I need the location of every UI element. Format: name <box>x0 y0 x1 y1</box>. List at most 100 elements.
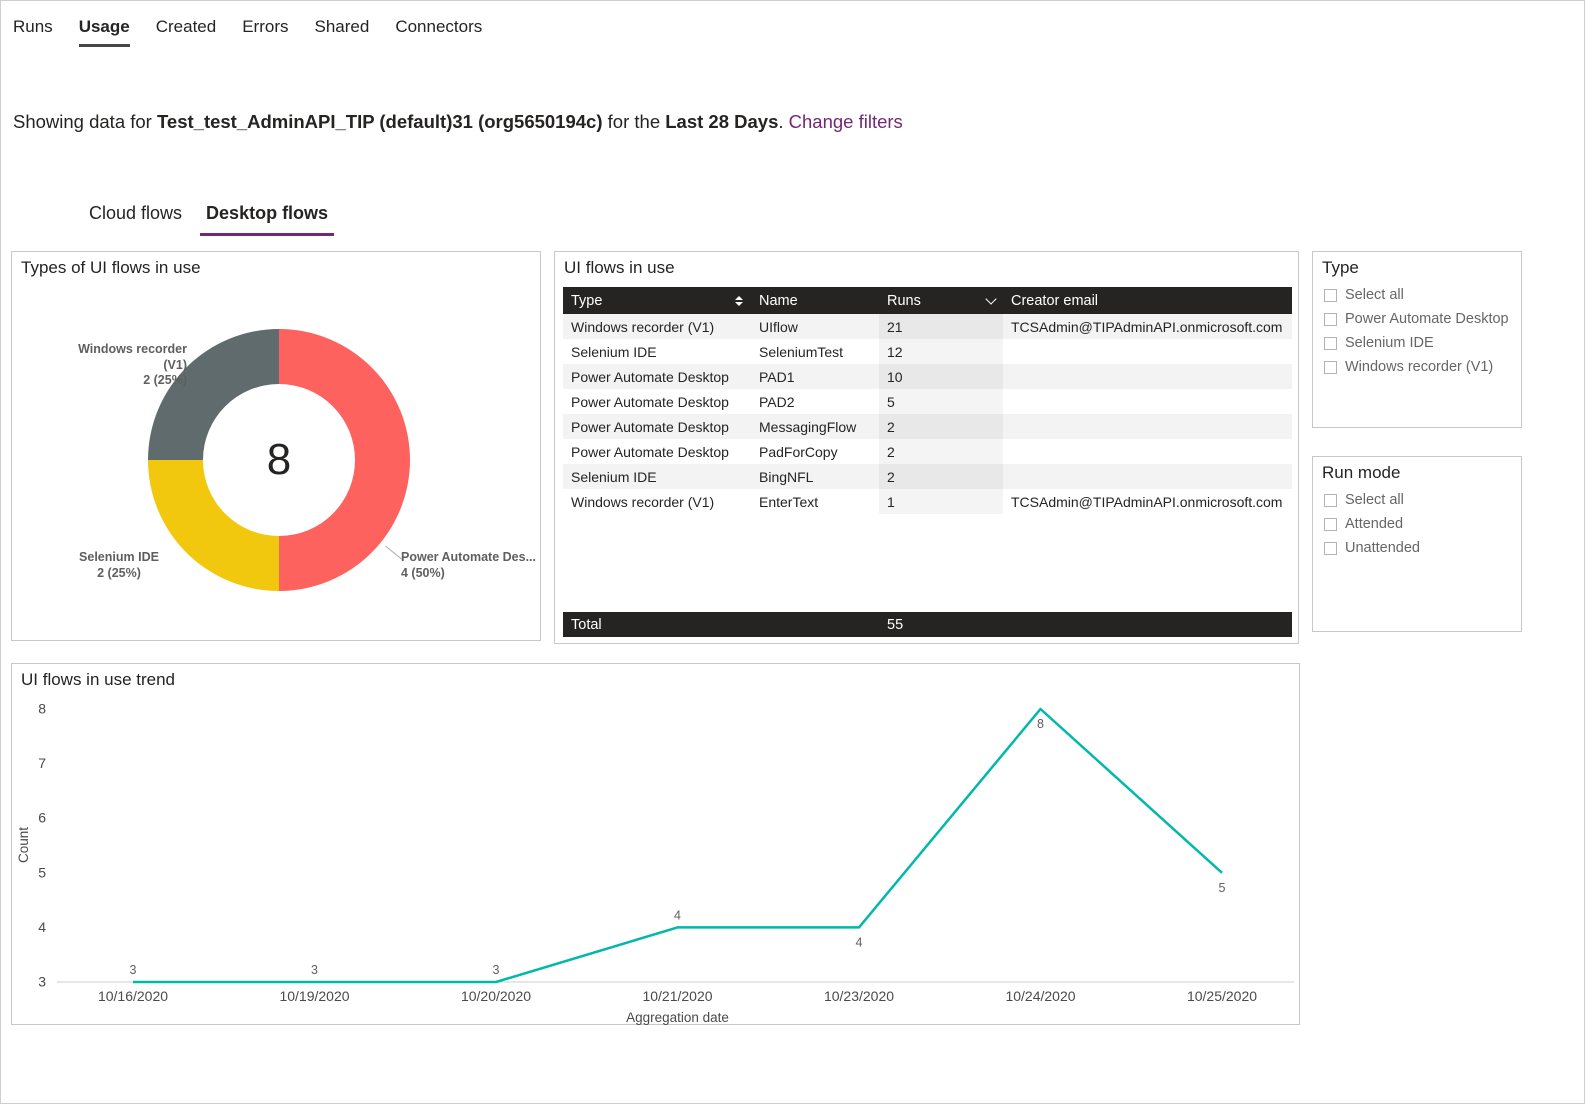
summary-prefix: Showing data for <box>13 111 157 132</box>
table-row[interactable]: Power Automate Desktop MessagingFlow 2 <box>563 414 1292 439</box>
y-axis-title: Count <box>16 827 31 863</box>
run-mode-filter-option[interactable]: Attended <box>1324 516 1515 532</box>
x-tick-label: 10/24/2020 <box>1005 988 1075 1004</box>
panel-title: Types of UI flows in use <box>21 258 201 277</box>
filter-summary: Showing data for Test_test_AdminAPI_TIP … <box>13 111 903 133</box>
tab-errors[interactable]: Errors <box>242 17 289 36</box>
subtab-desktop-flows[interactable]: Desktop flows <box>200 203 335 236</box>
column-label: Runs <box>887 292 921 309</box>
checkbox-icon[interactable] <box>1324 360 1337 374</box>
checkbox-icon[interactable] <box>1324 288 1337 302</box>
run-mode-filter-options: Select all Attended Unattended <box>1324 492 1515 564</box>
data-label: 5 <box>1219 881 1226 895</box>
cell-type: Selenium IDE <box>571 468 657 485</box>
x-tick-label: 10/23/2020 <box>824 988 894 1004</box>
data-label: 3 <box>493 963 500 977</box>
tab-connectors[interactable]: Connectors <box>395 17 483 36</box>
cell-name: BingNFL <box>759 468 814 485</box>
column-header-name[interactable]: Name <box>751 287 879 314</box>
tab-created[interactable]: Created <box>155 17 217 36</box>
cell-name: EnterText <box>759 493 819 510</box>
total-runs-value: 55 <box>887 616 904 633</box>
donut-label-selenium-ide: Selenium IDE 2 (25%) <box>54 550 184 581</box>
checkbox-icon[interactable] <box>1324 517 1337 531</box>
table-row[interactable]: Power Automate Desktop PadForCopy 2 <box>563 439 1292 464</box>
y-tick-label: 3 <box>38 974 46 990</box>
summary-suffix: . <box>778 111 789 132</box>
data-label: 3 <box>130 963 137 977</box>
type-filter-option[interactable]: Selenium IDE <box>1324 335 1515 351</box>
y-tick-label: 7 <box>38 755 46 771</box>
flow-type-subtabs: Cloud flows Desktop flows <box>83 203 335 236</box>
column-label: Name <box>759 292 798 309</box>
cell-name: PAD2 <box>759 393 795 410</box>
cell-creator <box>1003 464 1292 489</box>
slice-label: Windows recorder (V1) <box>78 342 187 372</box>
y-tick-label: 4 <box>38 919 46 935</box>
data-label: 4 <box>856 935 863 949</box>
flows-table-panel: UI flows in use Type Name Runs <box>554 251 1299 644</box>
cell-creator <box>1003 339 1292 364</box>
tab-shared[interactable]: Shared <box>314 17 370 36</box>
cell-runs: 10 <box>879 364 1003 389</box>
column-label: Type <box>571 292 603 309</box>
tab-runs[interactable]: Runs <box>13 17 53 36</box>
donut-total-value: 8 <box>266 435 292 484</box>
checkbox-icon[interactable] <box>1324 336 1337 350</box>
checkbox-icon[interactable] <box>1324 541 1337 555</box>
run-mode-filter-option[interactable]: Select all <box>1324 492 1515 508</box>
subtab-cloud-flows[interactable]: Cloud flows <box>89 203 183 223</box>
panel-title: UI flows in use <box>564 258 675 277</box>
sort-icon[interactable] <box>735 295 743 306</box>
column-header-runs[interactable]: Runs <box>879 287 1003 314</box>
donut-chart-panel: Types of UI flows in use 8 Windows recor… <box>11 251 541 641</box>
trend-chart-panel: UI flows in use trend 3 4 5 6 7 8 Count 10/16/2… <box>11 663 1300 1025</box>
tab-usage[interactable]: Usage <box>78 17 130 47</box>
x-axis-title: Aggregation date <box>626 1010 729 1025</box>
trend-line-chart[interactable]: 3 4 5 6 7 8 Count 10/16/2020 10/19/2020 10/20/202… <box>12 692 1299 1025</box>
y-tick-label: 8 <box>38 701 46 717</box>
cell-type: Windows recorder (V1) <box>571 493 715 510</box>
checkbox-label: Unattended <box>1345 540 1420 556</box>
run-mode-filter-panel: Run mode Select all Attended Unattended <box>1312 456 1522 632</box>
table-row[interactable]: Selenium IDE BingNFL 2 <box>563 464 1292 489</box>
checkbox-label: Power Automate Desktop <box>1345 311 1509 327</box>
type-filter-option[interactable]: Select all <box>1324 287 1515 303</box>
checkbox-label: Attended <box>1345 516 1404 532</box>
column-header-type[interactable]: Type <box>563 287 751 314</box>
chevron-down-icon[interactable] <box>985 292 997 305</box>
table-row[interactable]: Power Automate Desktop PAD2 5 <box>563 389 1292 414</box>
table-row[interactable]: Windows recorder (V1) EnterText 1 TCSAdmin@… <box>563 489 1292 514</box>
cell-runs: 21 <box>879 314 1003 339</box>
type-filter-options: Select all Power Automate Desktop Selenium… <box>1324 287 1515 383</box>
slice-value: 2 (25%) <box>143 373 187 388</box>
checkbox-label: Select all <box>1345 492 1404 508</box>
table-row[interactable]: Windows recorder (V1) UIflow 21 TCSAdmin@TI… <box>563 314 1292 339</box>
x-tick-label: 10/19/2020 <box>279 988 349 1004</box>
cell-creator <box>1003 364 1292 389</box>
panel-title: Run mode <box>1322 463 1401 482</box>
checkbox-icon[interactable] <box>1324 493 1337 507</box>
cell-name: UIflow <box>759 318 798 335</box>
table-row[interactable]: Selenium IDE SeleniumTest 12 <box>563 339 1292 364</box>
slice-label: Power Automate Des... <box>401 550 536 564</box>
change-filters-link[interactable]: Change filters <box>788 111 903 132</box>
slice-value: 4 (50%) <box>401 565 445 580</box>
y-tick-label: 5 <box>38 864 46 880</box>
type-filter-option[interactable]: Windows recorder (V1) <box>1324 359 1515 375</box>
run-mode-filter-option[interactable]: Unattended <box>1324 540 1515 556</box>
checkbox-icon[interactable] <box>1324 312 1337 326</box>
cell-creator: TCSAdmin@TIPAdminAPI.onmicrosoft.com <box>1011 493 1283 510</box>
column-header-creator-email[interactable]: Creator email <box>1003 287 1292 314</box>
table-row[interactable]: Power Automate Desktop PAD1 10 <box>563 364 1292 389</box>
cell-type: Power Automate Desktop <box>571 443 729 460</box>
cell-runs: 5 <box>879 389 1003 414</box>
cell-runs: 12 <box>879 339 1003 364</box>
cell-runs: 1 <box>879 489 1003 514</box>
cell-name: PAD1 <box>759 368 795 385</box>
type-filter-option[interactable]: Power Automate Desktop <box>1324 311 1515 327</box>
table-total-row: Total 55 <box>563 612 1292 637</box>
x-tick-label: 10/21/2020 <box>642 988 712 1004</box>
donut-label-windows-recorder: Windows recorder (V1) 2 (25%) <box>57 342 187 389</box>
donut-hole: 8 <box>203 384 355 536</box>
